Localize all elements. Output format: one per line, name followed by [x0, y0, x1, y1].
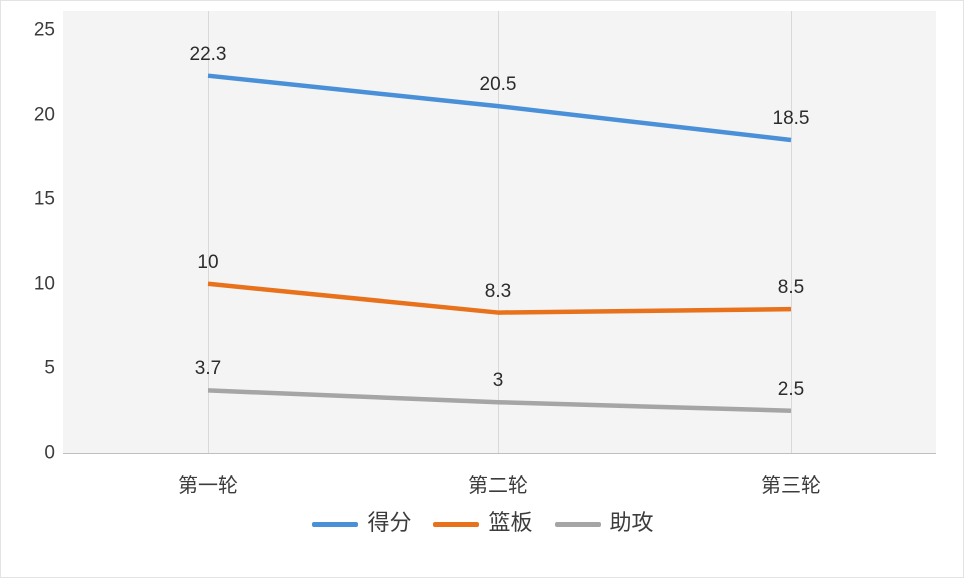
y-axis-tick-label: 25	[33, 19, 55, 41]
data-point-label: 18.5	[772, 107, 810, 129]
legend-item-label: 篮板	[488, 511, 533, 536]
data-point-label: 8.3	[484, 280, 512, 302]
legend-line-swatch-icon	[433, 521, 480, 527]
y-axis-tick-label: 20	[33, 104, 55, 126]
legend-item[interactable]: 篮板	[433, 511, 533, 536]
x-axis-category-label: 第三轮	[761, 473, 821, 497]
category-gridline	[498, 11, 499, 453]
x-axis-line	[63, 453, 936, 454]
data-point-label: 10	[197, 251, 219, 273]
legend-item[interactable]: 得分	[312, 513, 411, 535]
y-axis-tick-label: 15	[33, 188, 55, 210]
legend-item[interactable]: 助攻	[554, 511, 654, 536]
legend-line-swatch-icon	[554, 521, 601, 527]
x-axis-category-label: 第一轮	[178, 473, 238, 497]
data-point-label: 22.3	[189, 43, 227, 65]
data-point-label: 8.5	[777, 277, 805, 299]
chart-legend: 得分 篮板 助攻	[1, 511, 963, 536]
y-axis: 0 5 10 15 20 25	[1, 1, 55, 577]
legend-item-label: 助攻	[609, 511, 654, 536]
y-axis-tick-label: 10	[33, 273, 55, 295]
legend-line-swatch-icon	[312, 521, 359, 527]
data-point-label: 3.7	[194, 358, 222, 380]
category-gridline	[791, 11, 792, 453]
y-axis-tick-label: 0	[44, 442, 55, 464]
data-point-label: 2.5	[777, 378, 805, 400]
category-gridline	[208, 11, 209, 453]
data-point-label: 20.5	[479, 74, 517, 96]
data-point-label: 3	[492, 370, 504, 392]
y-axis-tick-label: 5	[44, 357, 55, 379]
x-axis-category-label: 第二轮	[468, 473, 528, 497]
legend-item-label: 得分	[367, 511, 412, 536]
